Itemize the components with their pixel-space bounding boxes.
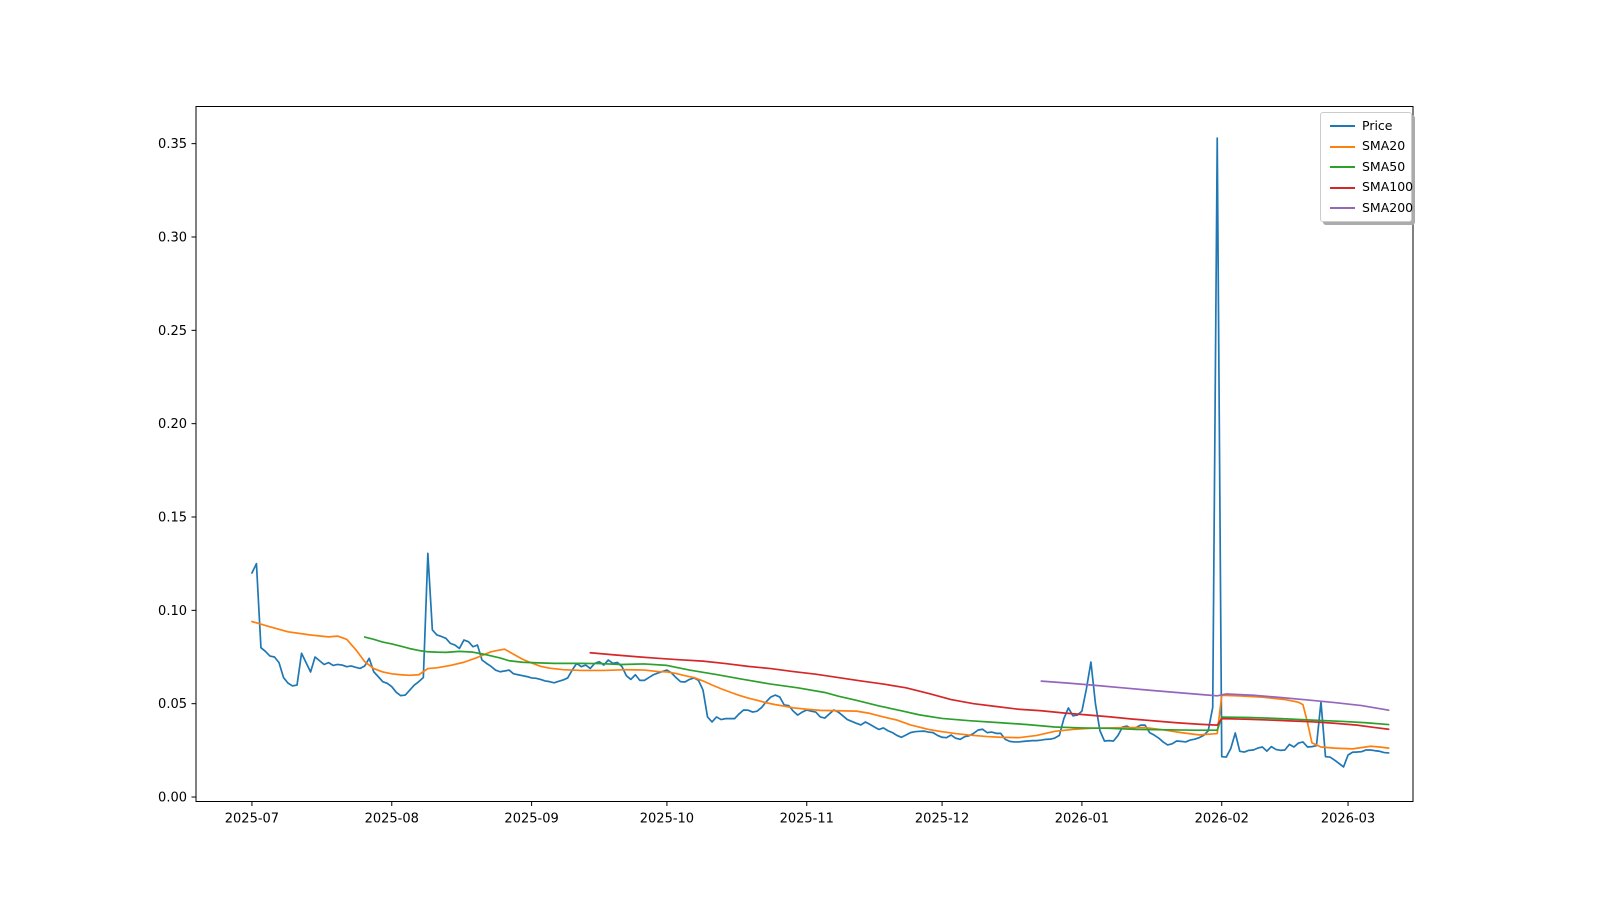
legend-label-sma50: SMA50	[1362, 158, 1406, 174]
legend-swatch-price	[1330, 125, 1355, 127]
legend-swatch-sma50	[1330, 166, 1355, 168]
legend-label-sma100: SMA100	[1362, 179, 1414, 195]
sma50-line	[363, 636, 1390, 732]
sma20-line	[251, 620, 1390, 750]
legend-item-sma100: SMA100	[1321, 178, 1414, 197]
y-tick-label: 0.15	[158, 511, 187, 526]
x-tick-label: 2025-10	[640, 812, 694, 827]
y-tick-label: 0.25	[158, 324, 187, 339]
x-tick-label: 2026-01	[1055, 812, 1109, 827]
legend-item-price: Price	[1321, 117, 1411, 136]
axes-frame	[195, 106, 1414, 802]
legend-label-sma20: SMA20	[1362, 138, 1406, 154]
x-tick-label: 2026-03	[1321, 812, 1375, 827]
y-tick-label: 0.00	[158, 791, 187, 806]
y-tick-label: 0.20	[158, 417, 187, 432]
x-tick-label: 2025-08	[365, 812, 419, 827]
x-tick-label: 2025-12	[915, 812, 969, 827]
y-tick-label: 0.35	[158, 137, 187, 152]
legend-item-sma20: SMA20	[1321, 137, 1411, 156]
y-tick-label: 0.10	[158, 604, 187, 619]
legend: Price SMA20 SMA50 SMA100 SMA200	[1320, 112, 1414, 222]
series-group	[251, 137, 1390, 768]
x-tick-label: 2025-11	[780, 812, 834, 827]
legend-label-sma200: SMA200	[1362, 199, 1414, 215]
x-tick-label: 2026-02	[1195, 812, 1249, 827]
legend-label-price: Price	[1362, 117, 1393, 133]
x-tick-label: 2025-09	[504, 812, 558, 827]
sma200-line	[1040, 680, 1390, 712]
legend-item-sma50: SMA50	[1321, 158, 1411, 177]
legend-swatch-sma200	[1330, 207, 1355, 209]
y-tick-label: 0.30	[158, 230, 187, 245]
legend-swatch-sma100	[1330, 186, 1355, 189]
x-tick-label: 2025-07	[225, 812, 279, 827]
legend-swatch-sma20	[1330, 145, 1355, 148]
y-tick-label: 0.05	[158, 697, 187, 712]
price-line	[251, 137, 1390, 768]
sma100-line	[589, 651, 1390, 731]
legend-item-sma200: SMA200	[1321, 199, 1414, 218]
